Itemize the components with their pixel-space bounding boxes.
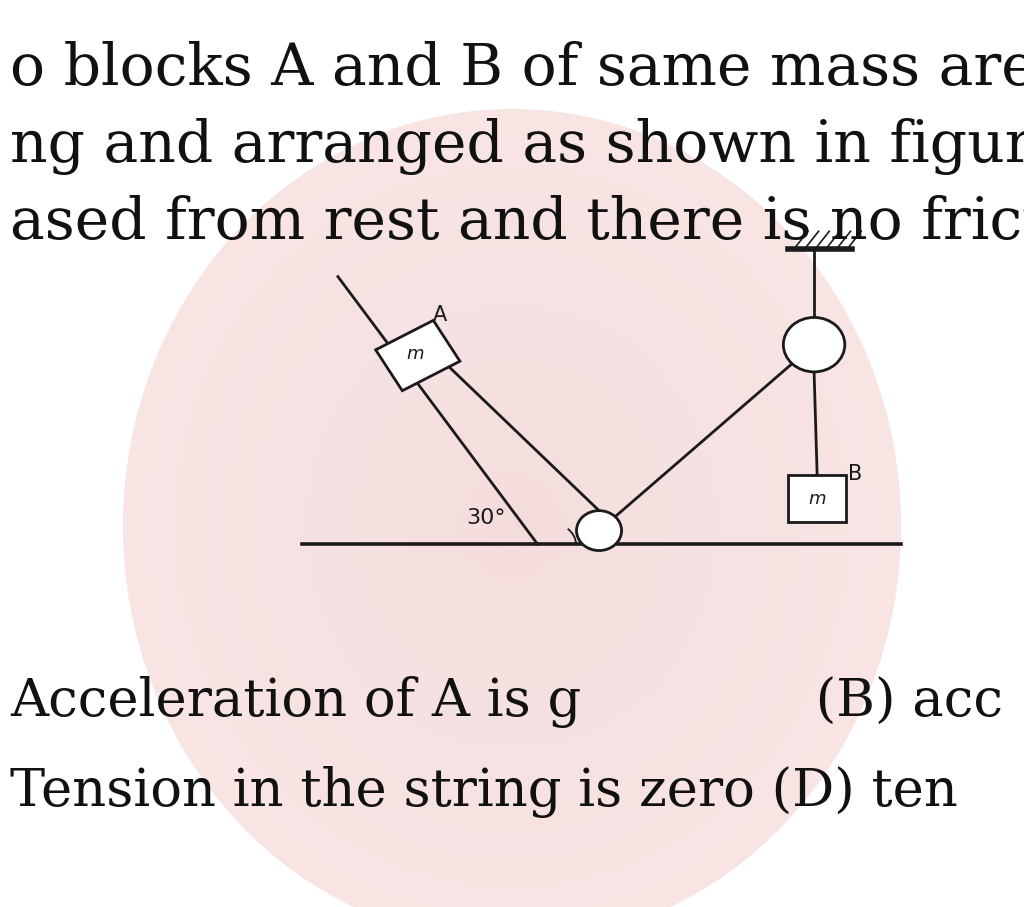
Text: ased from rest and there is no frictic: ased from rest and there is no frictic [10, 195, 1024, 251]
Circle shape [577, 511, 622, 551]
Text: m: m [406, 345, 424, 363]
Polygon shape [376, 320, 460, 391]
Text: ng and arranged as shown in figure.: ng and arranged as shown in figure. [10, 118, 1024, 175]
Text: Tension in the string is zero (D) ten: Tension in the string is zero (D) ten [10, 766, 958, 818]
Circle shape [783, 317, 845, 372]
Text: 30°: 30° [467, 508, 506, 528]
Ellipse shape [123, 109, 901, 907]
Text: o blocks A and B of same mass are a: o blocks A and B of same mass are a [10, 41, 1024, 97]
Text: Acceleration of A is g              (B) acc: Acceleration of A is g (B) acc [10, 676, 1004, 727]
Bar [788, 475, 846, 522]
Text: m: m [808, 490, 826, 508]
Text: B: B [848, 464, 862, 484]
Text: A: A [433, 305, 447, 325]
